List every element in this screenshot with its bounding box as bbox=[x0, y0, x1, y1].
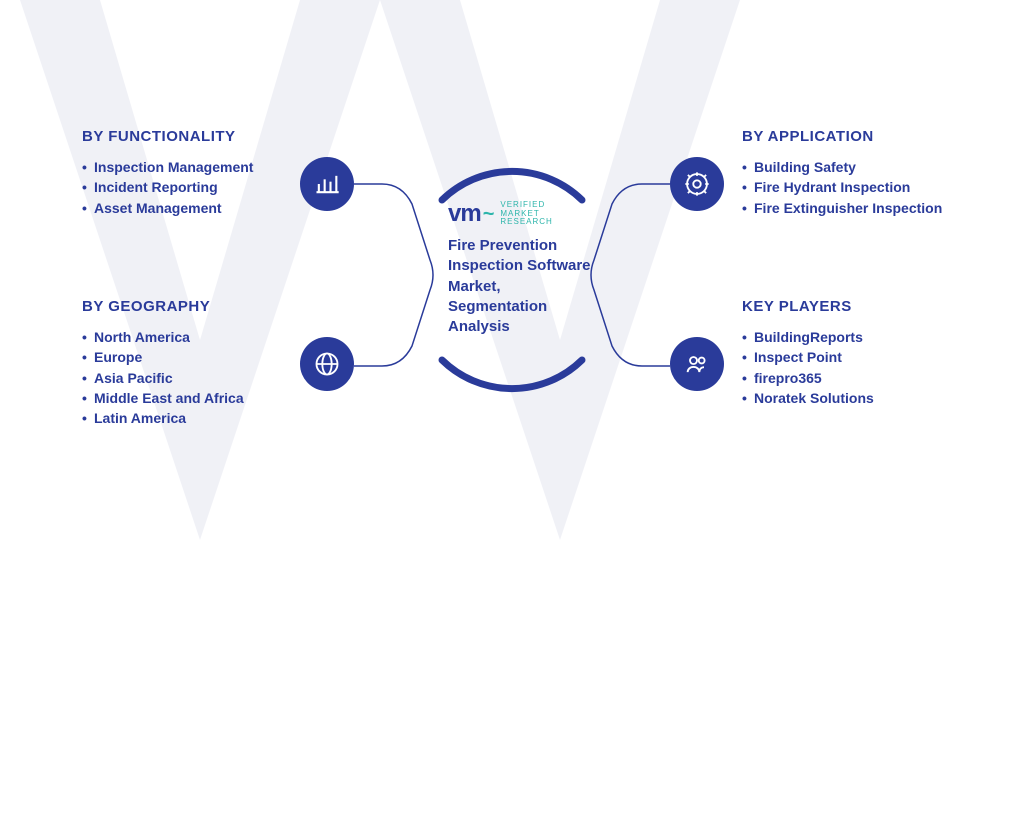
list-item: Latin America bbox=[82, 408, 312, 428]
logo-mark: vm bbox=[448, 200, 481, 228]
bar-chart-icon bbox=[300, 157, 354, 211]
logo-line: RESEARCH bbox=[500, 218, 552, 227]
segment-players: KEY PLAYERS BuildingReports Inspect Poin… bbox=[742, 298, 972, 408]
segment-list: Building Safety Fire Hydrant Inspection … bbox=[742, 157, 972, 218]
list-item: Fire Hydrant Inspection bbox=[742, 177, 972, 197]
list-item: North America bbox=[82, 327, 312, 347]
gear-icon bbox=[670, 157, 724, 211]
segment-functionality: BY FUNCTIONALITY Inspection Management I… bbox=[82, 128, 312, 218]
segment-application: BY APPLICATION Building Safety Fire Hydr… bbox=[742, 128, 972, 218]
list-item: Noratek Solutions bbox=[742, 388, 972, 408]
segment-title: BY APPLICATION bbox=[742, 128, 972, 145]
list-item: firepro365 bbox=[742, 368, 972, 388]
list-item: Europe bbox=[82, 347, 312, 367]
segment-list: North America Europe Asia Pacific Middle… bbox=[82, 327, 312, 428]
globe-icon bbox=[300, 337, 354, 391]
list-item: Asia Pacific bbox=[82, 368, 312, 388]
infographic-root: BY FUNCTIONALITY Inspection Management I… bbox=[0, 0, 1024, 576]
list-item: Inspect Point bbox=[742, 347, 972, 367]
list-item: Asset Management bbox=[82, 198, 312, 218]
segment-list: BuildingReports Inspect Point firepro365… bbox=[742, 327, 972, 408]
segment-title: BY GEOGRAPHY bbox=[82, 298, 312, 315]
logo-accent: ~ bbox=[483, 203, 495, 226]
list-item: BuildingReports bbox=[742, 327, 972, 347]
people-icon bbox=[670, 337, 724, 391]
list-item: Incident Reporting bbox=[82, 177, 312, 197]
center-hub: vm ~ VERIFIED MARKET RESEARCH Fire Preve… bbox=[392, 140, 632, 420]
list-item: Middle East and Africa bbox=[82, 388, 312, 408]
list-item: Inspection Management bbox=[82, 157, 312, 177]
list-item: Fire Extinguisher Inspection bbox=[742, 198, 972, 218]
segment-list: Inspection Management Incident Reporting… bbox=[82, 157, 312, 218]
logo-subtext: VERIFIED MARKET RESEARCH bbox=[500, 201, 552, 227]
segment-title: KEY PLAYERS bbox=[742, 298, 972, 315]
center-title: Fire Prevention Inspection Software Mark… bbox=[448, 236, 598, 337]
list-item: Building Safety bbox=[742, 157, 972, 177]
segment-geography: BY GEOGRAPHY North America Europe Asia P… bbox=[82, 298, 312, 428]
segment-title: BY FUNCTIONALITY bbox=[82, 128, 312, 145]
logo: vm ~ VERIFIED MARKET RESEARCH bbox=[448, 200, 553, 228]
